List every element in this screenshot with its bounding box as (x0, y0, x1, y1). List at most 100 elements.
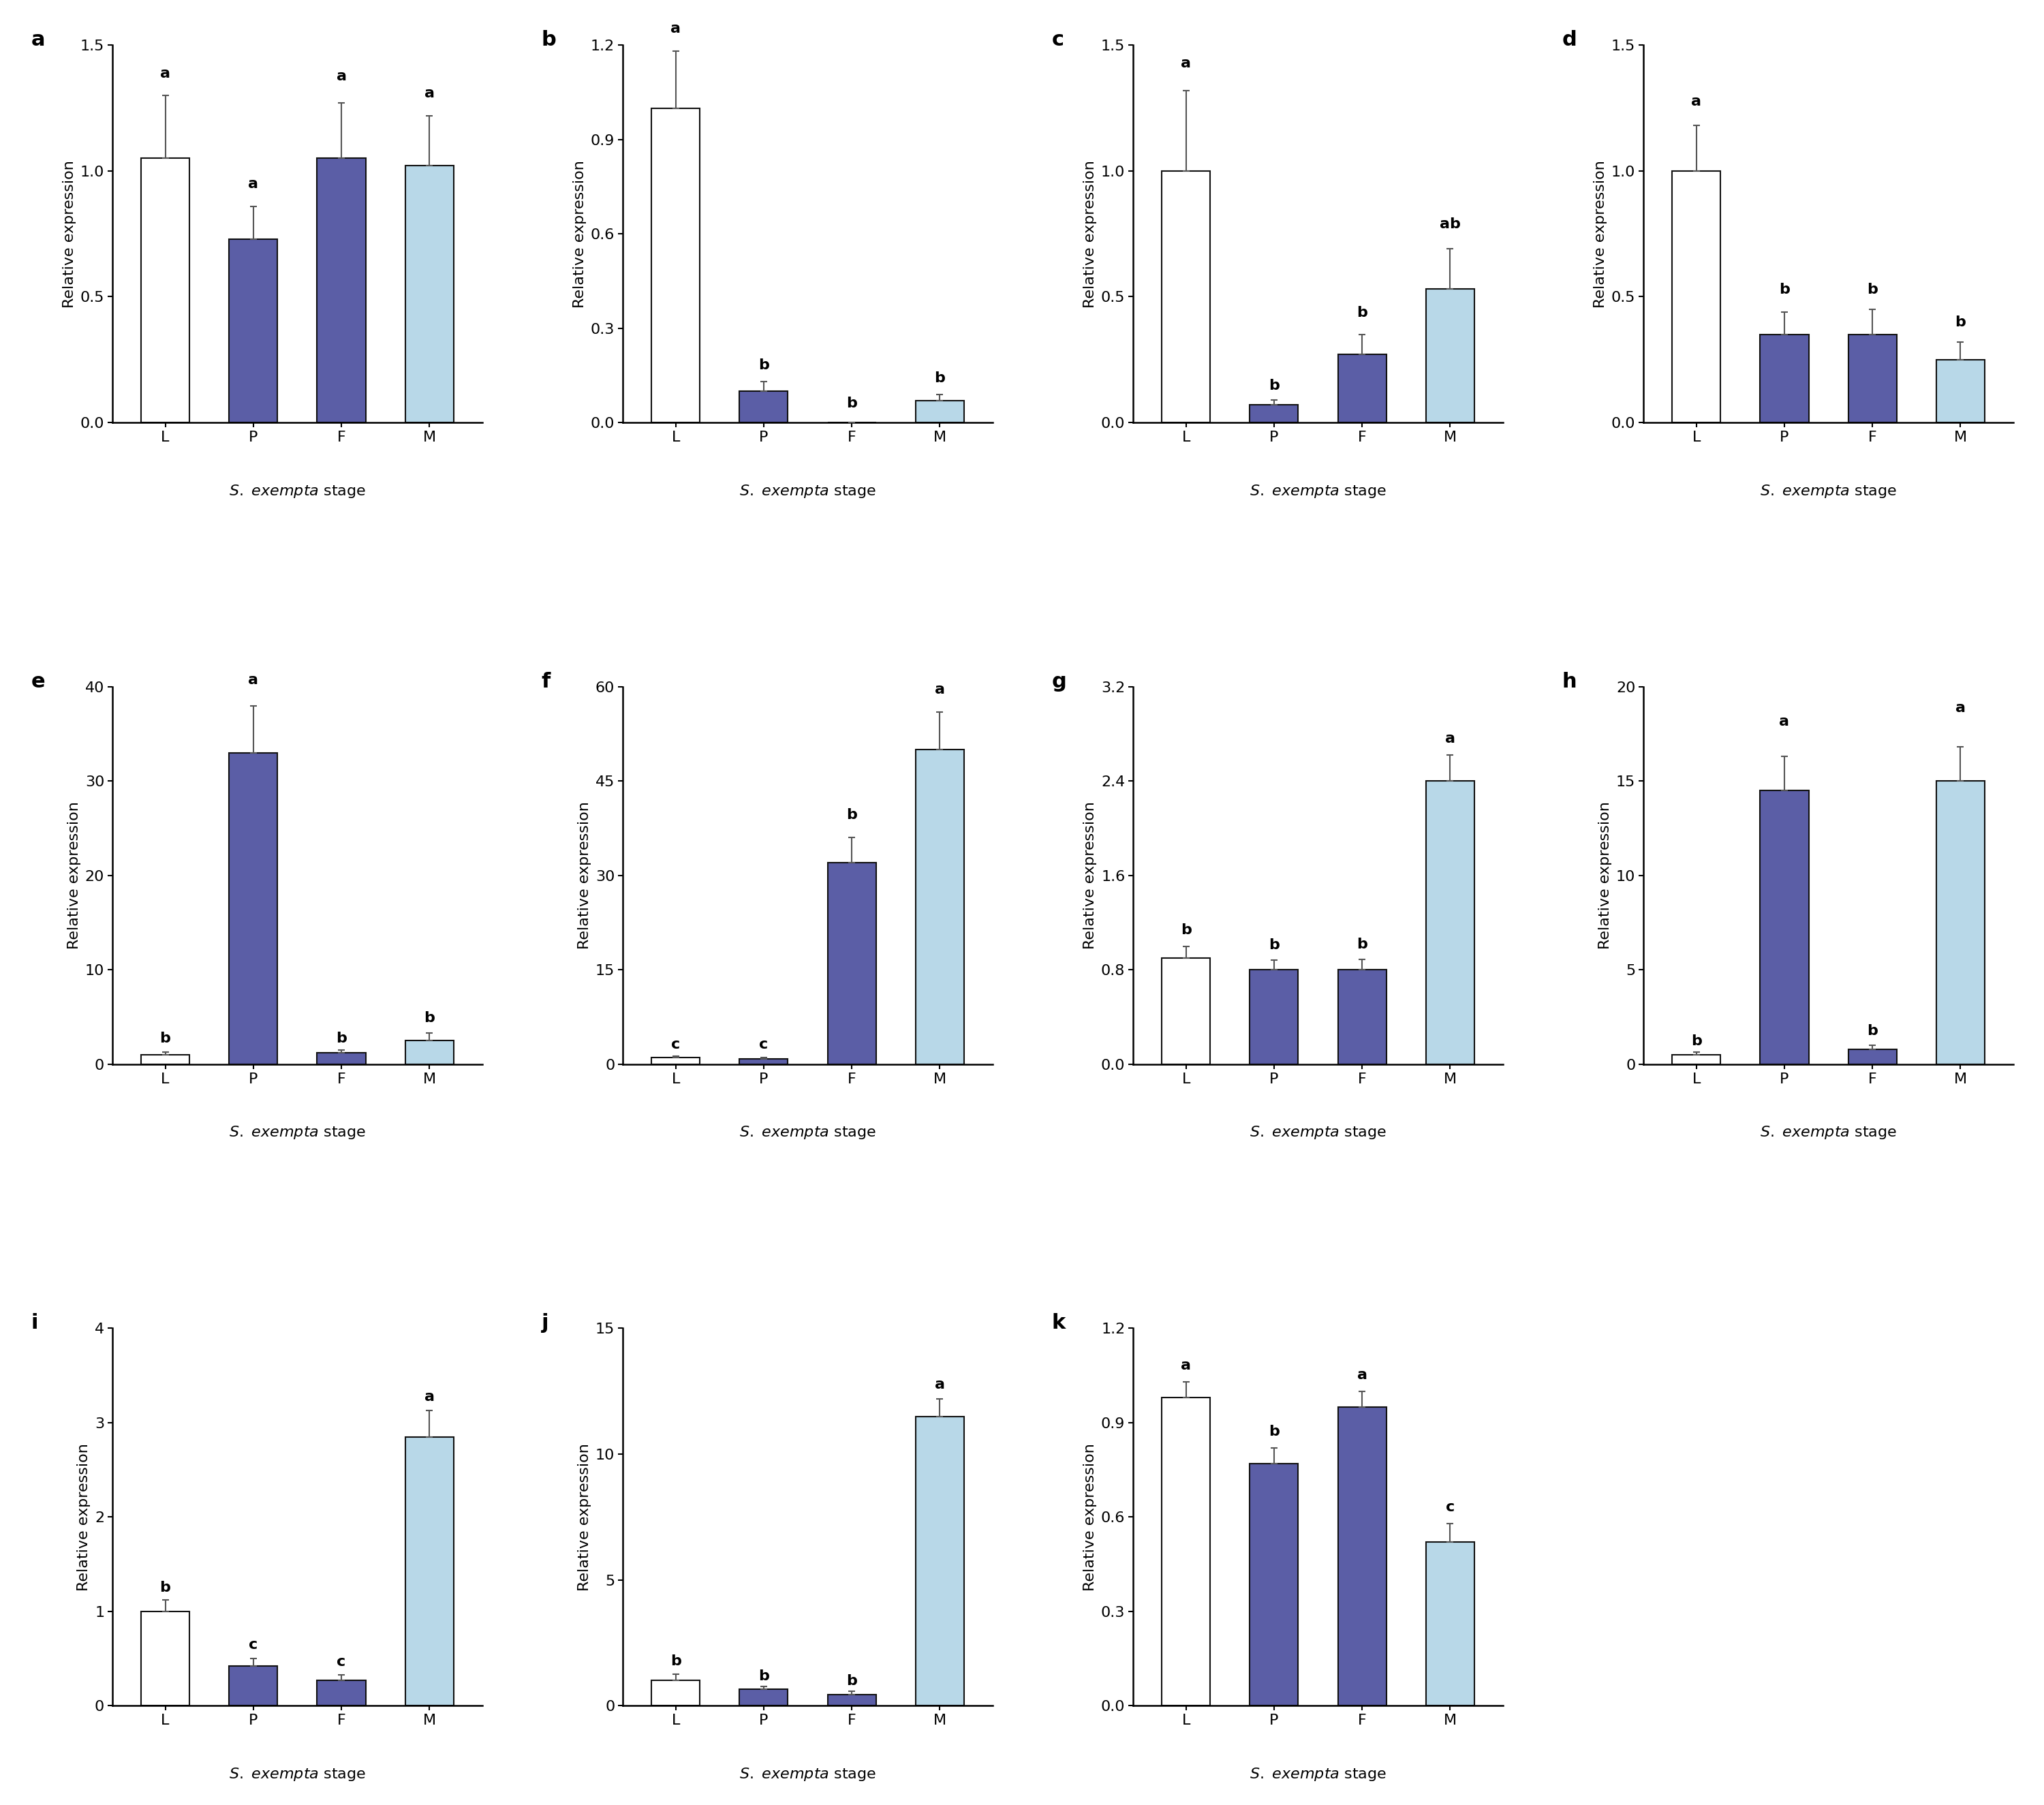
Bar (1339, 1406, 1386, 1706)
Text: $\it{S.\ exempta}$ stage: $\it{S.\ exempta}$ stage (229, 1765, 366, 1783)
Y-axis label: Relative expression: Relative expression (572, 161, 587, 307)
Y-axis label: Relative expression: Relative expression (578, 1444, 591, 1590)
Bar (652, 1058, 699, 1065)
Bar (405, 1040, 454, 1065)
Text: b: b (670, 1655, 681, 1668)
Text: f: f (542, 671, 550, 691)
Text: b: b (1778, 283, 1791, 296)
Bar (141, 1612, 190, 1706)
Text: $\it{S.\ exempta}$ stage: $\it{S.\ exempta}$ stage (740, 484, 877, 500)
Bar (1672, 171, 1721, 422)
Text: $\it{S.\ exempta}$ stage: $\it{S.\ exempta}$ stage (1249, 484, 1386, 500)
Bar (229, 753, 278, 1065)
Text: b: b (1866, 1023, 1878, 1038)
Text: $\it{S.\ exempta}$ stage: $\it{S.\ exempta}$ stage (1249, 1125, 1386, 1141)
Bar (229, 1666, 278, 1706)
Text: b: b (335, 1032, 347, 1045)
Text: c: c (337, 1655, 345, 1670)
Text: a: a (1778, 715, 1788, 727)
Text: b: b (423, 1011, 435, 1025)
Text: b: b (1181, 922, 1192, 937)
Text: a: a (247, 673, 258, 686)
Text: $\it{S.\ exempta}$ stage: $\it{S.\ exempta}$ stage (229, 1125, 366, 1141)
Y-axis label: Relative expression: Relative expression (67, 801, 82, 949)
Bar (1249, 1464, 1298, 1706)
Text: $\it{S.\ exempta}$ stage: $\it{S.\ exempta}$ stage (1760, 484, 1897, 500)
Text: c: c (670, 1038, 681, 1052)
Y-axis label: Relative expression: Relative expression (1594, 161, 1607, 307)
Bar (1936, 782, 1985, 1065)
Bar (141, 159, 190, 422)
Bar (916, 401, 965, 422)
Bar (1249, 404, 1298, 422)
Y-axis label: Relative expression: Relative expression (578, 801, 591, 949)
Bar (405, 166, 454, 422)
Text: b: b (758, 1670, 769, 1682)
Bar (1161, 1397, 1210, 1706)
Text: a: a (1357, 1368, 1367, 1383)
Y-axis label: Relative expression: Relative expression (1083, 801, 1098, 949)
Bar (1249, 969, 1298, 1065)
Text: k: k (1053, 1314, 1065, 1332)
Bar (141, 1054, 190, 1065)
Text: c: c (1445, 1500, 1455, 1514)
Text: j: j (542, 1314, 548, 1332)
Bar (1427, 782, 1474, 1065)
Text: b: b (542, 31, 556, 51)
Text: b: b (1269, 939, 1280, 951)
Bar (828, 1695, 877, 1706)
Text: b: b (1690, 1034, 1703, 1049)
Text: a: a (1445, 733, 1455, 745)
Bar (1760, 334, 1809, 422)
Bar (317, 1052, 366, 1065)
Text: a: a (934, 1377, 944, 1392)
Text: b: b (1357, 305, 1367, 319)
Bar (1339, 354, 1386, 422)
Text: c: c (249, 1639, 258, 1652)
Bar (916, 1417, 965, 1706)
Text: b: b (846, 809, 856, 821)
Y-axis label: Relative expression: Relative expression (78, 1444, 90, 1590)
Bar (1936, 359, 1985, 422)
Y-axis label: Relative expression: Relative expression (1598, 801, 1613, 949)
Bar (916, 749, 965, 1065)
Bar (740, 392, 787, 422)
Text: $\it{S.\ exempta}$ stage: $\it{S.\ exempta}$ stage (740, 1125, 877, 1141)
Bar (317, 159, 366, 422)
Bar (740, 1689, 787, 1706)
Text: a: a (337, 69, 347, 83)
Y-axis label: Relative expression: Relative expression (1083, 161, 1098, 307)
Text: b: b (758, 359, 769, 372)
Text: b: b (1357, 937, 1367, 951)
Bar (828, 863, 877, 1065)
Text: $\it{S.\ exempta}$ stage: $\it{S.\ exempta}$ stage (229, 484, 366, 500)
Text: a: a (670, 22, 681, 36)
Text: c: c (1053, 31, 1065, 51)
Text: a: a (31, 31, 45, 51)
Y-axis label: Relative expression: Relative expression (63, 161, 76, 307)
Text: a: a (1956, 702, 1966, 715)
Bar (317, 1680, 366, 1706)
Text: b: b (1269, 1424, 1280, 1439)
Text: $\it{S.\ exempta}$ stage: $\it{S.\ exempta}$ stage (740, 1765, 877, 1783)
Text: b: b (846, 397, 856, 410)
Text: a: a (247, 177, 258, 191)
Bar (1848, 1049, 1897, 1065)
Bar (405, 1437, 454, 1706)
Bar (652, 108, 699, 422)
Text: b: b (1866, 283, 1878, 296)
Text: b: b (1269, 379, 1280, 392)
Bar (1427, 289, 1474, 422)
Text: $\it{S.\ exempta}$ stage: $\it{S.\ exempta}$ stage (1249, 1765, 1386, 1783)
Text: b: b (934, 372, 944, 384)
Text: a: a (1181, 56, 1192, 70)
Text: d: d (1562, 31, 1578, 51)
Y-axis label: Relative expression: Relative expression (1083, 1444, 1098, 1590)
Text: g: g (1053, 671, 1067, 691)
Text: b: b (846, 1675, 856, 1688)
Bar (652, 1680, 699, 1706)
Bar (1161, 171, 1210, 422)
Text: a: a (425, 1390, 435, 1404)
Bar (740, 1060, 787, 1065)
Text: i: i (31, 1314, 39, 1332)
